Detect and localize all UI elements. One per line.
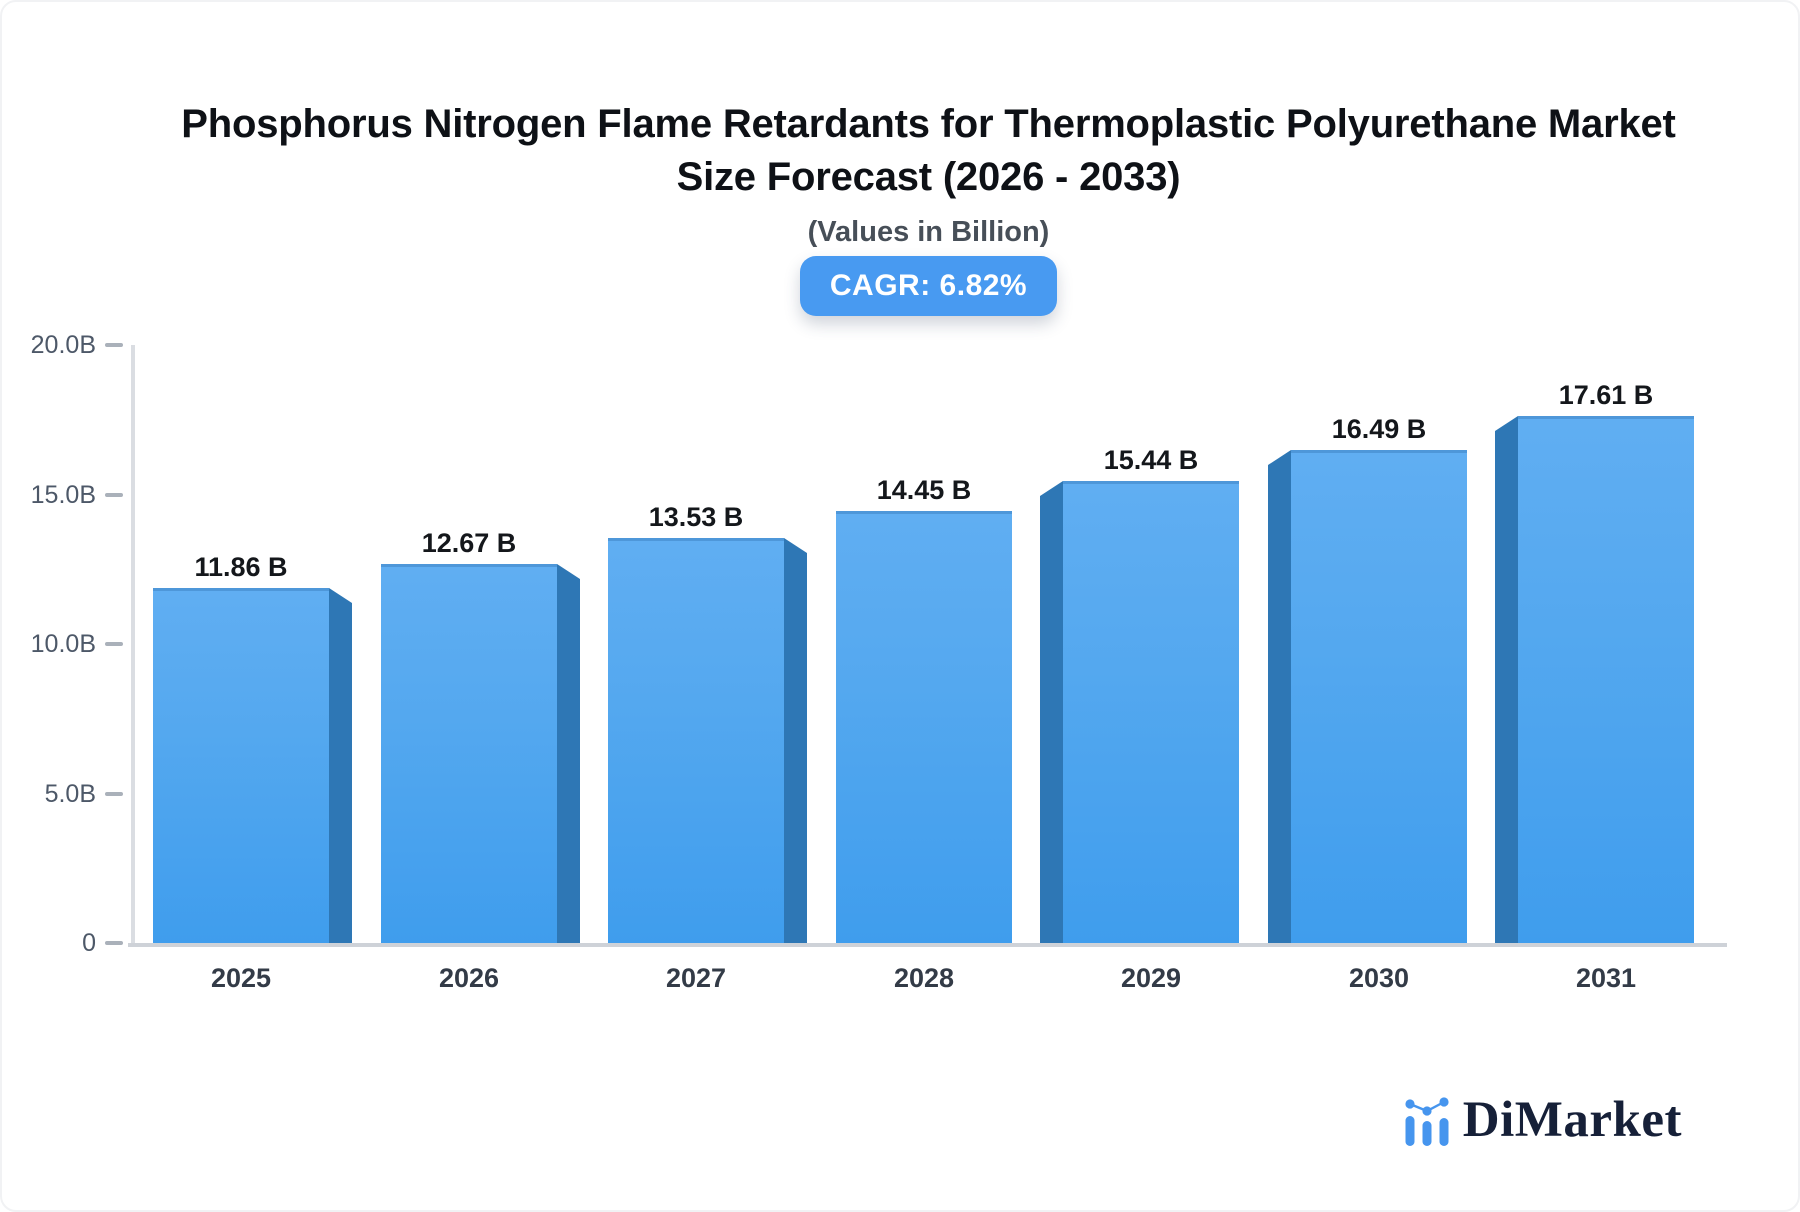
bar-2025[interactable] <box>153 588 352 943</box>
bar-value-label-2029: 15.44 B <box>1103 445 1199 475</box>
y-axis-tick-5.0B <box>105 791 123 796</box>
x-axis-label-2026: 2026 <box>438 963 500 993</box>
bar-chart-logo-icon <box>1405 1097 1449 1146</box>
bar-side-2030 <box>1268 450 1291 943</box>
bar-face-2025 <box>153 588 329 943</box>
chart-subtitle: (Values in Billion) <box>807 216 1050 248</box>
bar-value-label-2030: 16.49 B <box>1331 414 1427 444</box>
bar-face-2026 <box>381 564 557 943</box>
x-axis-label-2027: 2027 <box>665 963 727 993</box>
bar-2027[interactable] <box>608 538 807 943</box>
chart-title-line-1: Phosphorus Nitrogen Flame Retardants for… <box>181 102 1676 146</box>
bar-value-label-2031: 17.61 B <box>1558 380 1654 410</box>
brand-name: DiMarket <box>1462 1092 1682 1148</box>
chart-title-line-2: Size Forecast (2026 - 2033) <box>676 155 1181 199</box>
y-axis-label-5.0B: 5.0B <box>44 779 96 808</box>
chart-header: Phosphorus Nitrogen Flame Retardants for… <box>130 98 1727 316</box>
badge-row: CAGR: 6.82% <box>130 256 1727 316</box>
bar-face-2028 <box>836 511 1012 943</box>
y-axis-label-20.0B: 20.0B <box>30 331 96 359</box>
bar-value-label-2026: 12.67 B <box>421 528 517 558</box>
y-axis-label-10.0B: 10.0B <box>30 630 96 658</box>
bar-value-label-2025: 11.86 B <box>194 552 288 582</box>
bar-side-2026 <box>557 564 580 943</box>
bar-side-2029 <box>1040 481 1063 943</box>
y-axis-tick-15.0B <box>105 492 123 497</box>
cagr-badge: CAGR: 6.82% <box>799 256 1058 316</box>
y-axis-line <box>131 345 135 943</box>
bar-value-label-2028: 14.45 B <box>876 475 972 505</box>
bar-face-2029 <box>1063 481 1239 943</box>
y-axis-tick-10.0B <box>105 642 123 646</box>
bar-side-2025 <box>329 588 352 943</box>
bar-2026[interactable] <box>381 564 580 943</box>
bar-2029[interactable] <box>1040 481 1239 943</box>
x-axis-label-2028: 2028 <box>893 963 955 993</box>
x-axis-baseline <box>128 943 1727 947</box>
bar-2031[interactable] <box>1495 416 1694 943</box>
bar-side-2027 <box>784 538 807 943</box>
bar-2028[interactable] <box>836 511 1012 943</box>
y-axis-tick-0 <box>105 941 123 945</box>
y-axis-tick-20.0B <box>105 343 123 347</box>
y-axis-label-15.0B: 15.0B <box>30 480 96 509</box>
bar-side-2031 <box>1495 416 1518 943</box>
bar-face-2031 <box>1518 416 1694 943</box>
x-axis-label-2030: 2030 <box>1348 963 1410 993</box>
chart-title: Phosphorus Nitrogen Flame Retardants for… <box>130 98 1727 204</box>
bar-face-2030 <box>1291 450 1467 943</box>
bar-value-label-2027: 13.53 B <box>648 502 744 532</box>
bar-2030[interactable] <box>1268 450 1467 943</box>
bar-face-2027 <box>608 538 784 943</box>
x-axis-label-2031: 2031 <box>1575 963 1637 993</box>
x-axis-label-2025: 2025 <box>210 963 272 993</box>
y-axis-label-0: 0 <box>82 929 96 957</box>
x-axis-label-2029: 2029 <box>1120 963 1182 993</box>
brand-logo: DiMarket <box>1404 1094 1682 1146</box>
